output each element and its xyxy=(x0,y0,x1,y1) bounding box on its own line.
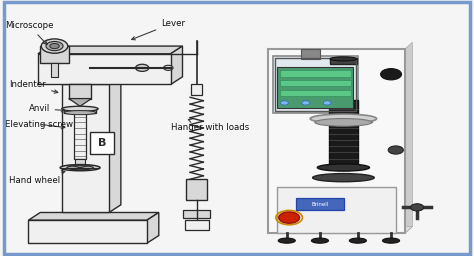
Bar xyxy=(301,49,320,59)
Ellipse shape xyxy=(310,114,376,123)
Bar xyxy=(51,63,58,77)
Ellipse shape xyxy=(349,238,366,243)
Bar xyxy=(280,90,351,96)
Bar xyxy=(28,220,147,243)
Text: Indenter: Indenter xyxy=(9,80,58,93)
Polygon shape xyxy=(268,227,412,233)
Bar xyxy=(186,179,207,200)
Circle shape xyxy=(136,64,149,71)
Circle shape xyxy=(281,101,288,105)
Text: Anvil: Anvil xyxy=(28,104,65,113)
Bar xyxy=(64,109,96,113)
Ellipse shape xyxy=(317,164,369,171)
Circle shape xyxy=(302,101,310,105)
Ellipse shape xyxy=(64,111,96,115)
Ellipse shape xyxy=(311,238,328,243)
Ellipse shape xyxy=(67,166,93,170)
Bar xyxy=(183,210,210,218)
Circle shape xyxy=(323,101,331,105)
Circle shape xyxy=(381,69,401,80)
Circle shape xyxy=(164,65,173,70)
Text: Brinell: Brinell xyxy=(311,201,328,207)
Bar xyxy=(277,187,396,233)
Bar xyxy=(268,49,405,233)
Bar xyxy=(90,132,114,154)
Polygon shape xyxy=(38,46,182,54)
Polygon shape xyxy=(109,77,121,212)
Polygon shape xyxy=(69,99,91,106)
Text: B: B xyxy=(98,137,106,148)
Circle shape xyxy=(388,146,403,154)
Ellipse shape xyxy=(278,238,295,243)
Circle shape xyxy=(302,101,310,105)
Text: Hand wheel: Hand wheel xyxy=(9,171,65,185)
Circle shape xyxy=(410,204,424,211)
Ellipse shape xyxy=(383,238,400,243)
Circle shape xyxy=(279,212,300,223)
Bar xyxy=(315,117,372,122)
Bar xyxy=(69,84,91,99)
Circle shape xyxy=(41,39,68,53)
Bar xyxy=(38,54,171,84)
Polygon shape xyxy=(405,42,412,233)
Text: Lever: Lever xyxy=(132,18,185,40)
Bar xyxy=(277,67,353,108)
Bar xyxy=(185,220,209,230)
Circle shape xyxy=(46,41,63,51)
Bar xyxy=(275,58,356,111)
Bar xyxy=(280,80,351,86)
Text: Elevating screw: Elevating screw xyxy=(5,120,73,129)
Circle shape xyxy=(50,44,59,49)
Bar xyxy=(273,56,358,113)
Ellipse shape xyxy=(60,165,100,171)
Bar xyxy=(330,58,356,64)
Ellipse shape xyxy=(330,57,356,61)
Polygon shape xyxy=(147,212,159,243)
Bar xyxy=(191,84,202,95)
Circle shape xyxy=(281,101,288,105)
Text: Hanger with loads: Hanger with loads xyxy=(171,119,249,133)
Bar xyxy=(75,159,85,165)
Ellipse shape xyxy=(62,106,98,111)
Ellipse shape xyxy=(312,174,374,182)
Ellipse shape xyxy=(315,119,372,126)
Bar xyxy=(74,113,86,159)
Bar xyxy=(40,46,69,63)
Circle shape xyxy=(323,101,331,105)
Polygon shape xyxy=(28,212,159,220)
Bar xyxy=(296,198,344,210)
Bar xyxy=(62,84,109,212)
Polygon shape xyxy=(171,46,182,84)
Text: Microscope: Microscope xyxy=(5,21,53,45)
Bar xyxy=(280,70,351,77)
Bar xyxy=(329,100,357,167)
